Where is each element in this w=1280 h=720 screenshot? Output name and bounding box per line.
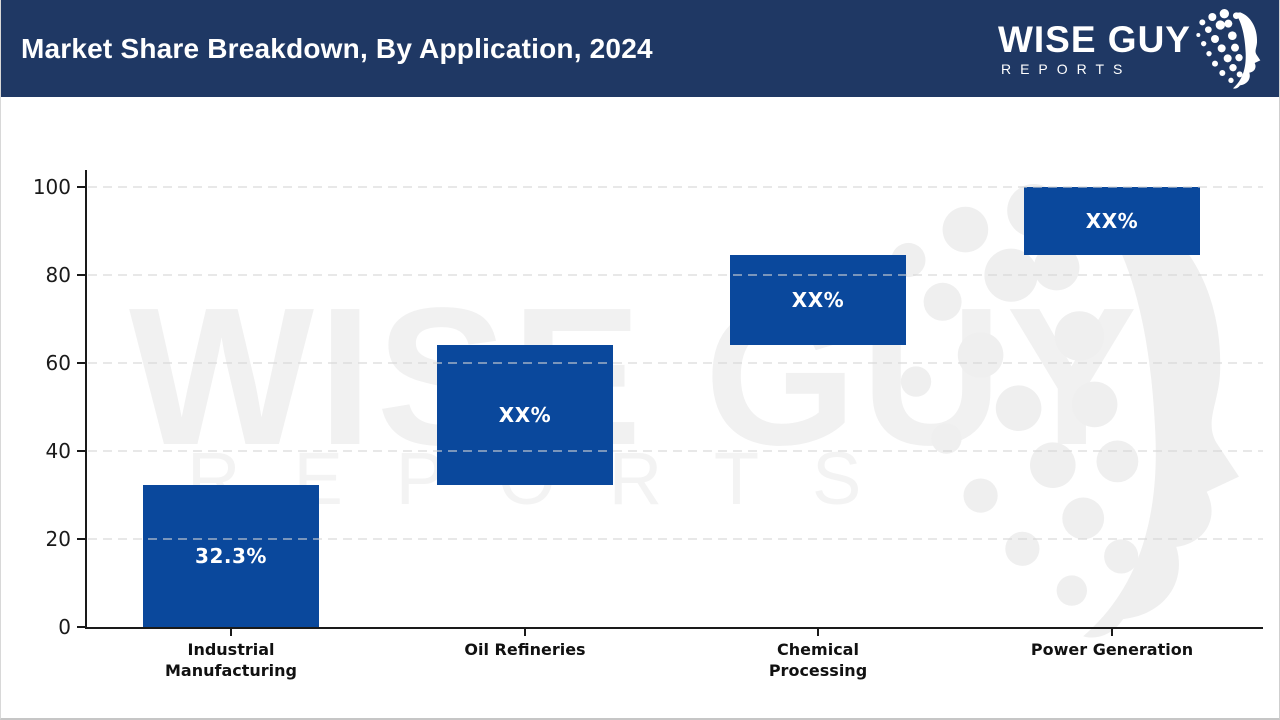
- x-tick-mark: [524, 629, 526, 636]
- gridline-80: [88, 274, 1263, 276]
- y-tick-label: 60: [45, 351, 71, 375]
- chart-title: Market Share Breakdown, By Application, …: [21, 32, 653, 64]
- y-tick-label: 20: [45, 527, 71, 551]
- brand-logo: WISE GUY REPORTS: [998, 8, 1261, 89]
- gridline-100: [88, 186, 1263, 188]
- x-category-label: Chemical Processing: [768, 640, 868, 680]
- bar-oil-refineries: XX%: [437, 344, 613, 485]
- logo-wordmark-line2: REPORTS: [1000, 60, 1132, 77]
- logo-wordmark: WISE GUY REPORTS: [998, 21, 1191, 77]
- watermark-wordmark: WISE GUY: [129, 267, 1142, 486]
- y-tick-label: 0: [58, 615, 71, 639]
- x-category-label: Oil Refineries: [464, 640, 586, 659]
- x-category-label: Industrial Manufacturing: [165, 640, 297, 680]
- x-tick-mark: [230, 629, 232, 636]
- y-tick-mark: [77, 186, 86, 188]
- plot-area: 32.3% XX% XX% XX% 0 20 40 60 80 100 Industrial Man…: [1, 97, 1279, 718]
- logo-face-icon: [1196, 8, 1261, 89]
- header-banner: Market Share Breakdown, By Application, …: [1, 0, 1279, 97]
- bar-industrial-manufacturing: 32.3%: [143, 484, 319, 627]
- gridline-60: [88, 362, 1263, 364]
- x-tick-mark: [817, 629, 819, 636]
- y-tick-label: 100: [32, 175, 71, 199]
- y-tick-mark: [77, 626, 86, 628]
- y-tick-mark: [77, 450, 86, 452]
- y-axis-spine: [85, 170, 87, 629]
- y-tick-mark: [77, 362, 86, 364]
- bar-chemical-processing: XX%: [730, 255, 906, 345]
- x-category-label: Power Generation: [1030, 640, 1194, 659]
- gridline-20: [88, 538, 1263, 540]
- x-axis-spine: [85, 627, 1263, 629]
- bar-value-label: XX%: [498, 402, 552, 427]
- y-tick-label: 80: [45, 263, 71, 287]
- bar-value-label: XX%: [1085, 209, 1139, 234]
- gridline-40: [88, 450, 1263, 452]
- y-tick-mark: [77, 274, 86, 276]
- bar-value-label: 32.3%: [195, 543, 267, 568]
- x-tick-mark: [1111, 629, 1113, 636]
- chart-area: WISE GUY REPORTS 32.3%XX%XX%XX%020406080…: [1, 97, 1279, 718]
- bar-power-generation: XX%: [1024, 187, 1200, 256]
- bar-value-label: XX%: [791, 287, 845, 312]
- y-tick-mark: [77, 538, 86, 540]
- y-tick-label: 40: [45, 439, 71, 463]
- logo-wordmark-line1: WISE GUY: [997, 18, 1191, 60]
